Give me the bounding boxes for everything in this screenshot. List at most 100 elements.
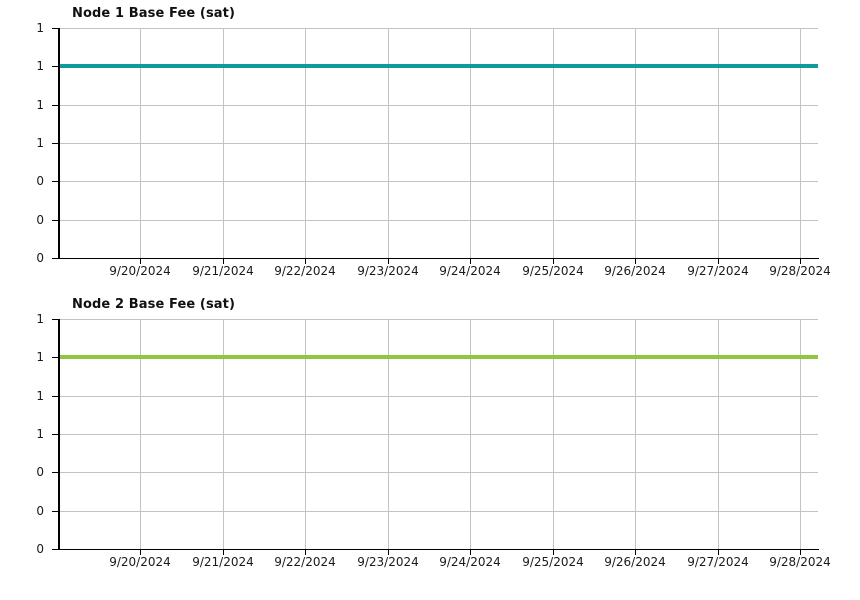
y-axis-tick bbox=[52, 472, 59, 473]
y-axis-tick-label: 0 bbox=[36, 213, 44, 227]
y-axis-tick-label: 1 bbox=[36, 350, 44, 364]
y-axis-tick-label: 0 bbox=[36, 465, 44, 479]
series-line-node-1-base-fee bbox=[59, 64, 818, 68]
x-axis-tick-label: 9/26/2024 bbox=[604, 264, 666, 278]
gridline-vertical bbox=[718, 28, 719, 258]
x-axis-tick-label: 9/24/2024 bbox=[439, 264, 501, 278]
y-axis-tick bbox=[52, 105, 59, 106]
y-axis-line-node-1 bbox=[58, 28, 60, 259]
gridline-vertical bbox=[470, 319, 471, 549]
gridline-vertical bbox=[388, 28, 389, 258]
x-axis-tick bbox=[553, 549, 554, 555]
y-axis-tick-label: 0 bbox=[36, 251, 44, 265]
x-axis-tick-label: 9/25/2024 bbox=[522, 555, 584, 569]
x-axis-tick-label: 9/20/2024 bbox=[109, 264, 171, 278]
x-axis-tick bbox=[388, 258, 389, 264]
y-axis-tick bbox=[52, 396, 59, 397]
x-axis-tick-label: 9/28/2024 bbox=[769, 555, 831, 569]
series-line-node-2-base-fee bbox=[59, 355, 818, 359]
x-axis-line-node-2 bbox=[59, 549, 819, 550]
gridline-horizontal bbox=[59, 434, 818, 435]
y-axis-tick-label: 1 bbox=[36, 136, 44, 150]
gridline-horizontal bbox=[59, 181, 818, 182]
gridline-vertical bbox=[305, 28, 306, 258]
x-axis-tick bbox=[223, 549, 224, 555]
chart-title-node-1: Node 1 Base Fee (sat) bbox=[72, 6, 236, 21]
chart-title-node-2: Node 2 Base Fee (sat) bbox=[72, 297, 236, 312]
gridline-vertical bbox=[800, 319, 801, 549]
gridline-vertical bbox=[223, 319, 224, 549]
x-axis-tick-label: 9/22/2024 bbox=[274, 264, 336, 278]
gridline-horizontal bbox=[59, 105, 818, 106]
x-axis-tick bbox=[223, 258, 224, 264]
gridline-vertical bbox=[635, 28, 636, 258]
y-axis-line-node-2 bbox=[58, 319, 60, 550]
chart-panel-node-1: Node 1 Base Fee (sat) 1 1 1 1 0 0 0 9/20/2024 9/… bbox=[0, 0, 860, 292]
x-axis-tick-label: 9/27/2024 bbox=[687, 264, 749, 278]
gridline-vertical bbox=[140, 319, 141, 549]
y-axis-tick-label: 1 bbox=[36, 59, 44, 73]
x-axis-line-node-1 bbox=[59, 258, 819, 259]
plot-area-node-1 bbox=[59, 28, 818, 259]
gridline-vertical bbox=[470, 28, 471, 258]
gridline-vertical bbox=[553, 319, 554, 549]
y-axis-tick bbox=[52, 434, 59, 435]
x-axis-tick-label: 9/21/2024 bbox=[192, 555, 254, 569]
x-axis-tick bbox=[388, 549, 389, 555]
gridline-vertical bbox=[553, 28, 554, 258]
chart-panel-node-2: Node 2 Base Fee (sat) 1 1 1 1 0 0 0 9/20/2024 9/… bbox=[0, 291, 860, 583]
gridline-horizontal bbox=[59, 143, 818, 144]
x-axis-tick bbox=[305, 258, 306, 264]
gridline-horizontal bbox=[59, 220, 818, 221]
y-axis-tick bbox=[52, 511, 59, 512]
x-axis-tick-label: 9/27/2024 bbox=[687, 555, 749, 569]
y-axis-tick-label: 0 bbox=[36, 542, 44, 556]
gridline-vertical bbox=[635, 319, 636, 549]
y-axis-tick-label: 0 bbox=[36, 504, 44, 518]
y-axis-tick-label: 0 bbox=[36, 174, 44, 188]
y-axis-tick bbox=[52, 181, 59, 182]
y-axis-tick bbox=[52, 357, 59, 358]
x-axis-tick bbox=[635, 258, 636, 264]
y-axis-tick-label: 1 bbox=[36, 98, 44, 112]
gridline-horizontal bbox=[59, 511, 818, 512]
gridline-vertical bbox=[800, 28, 801, 258]
gridline-vertical bbox=[388, 319, 389, 549]
y-axis-tick bbox=[52, 258, 59, 259]
gridline-vertical bbox=[305, 319, 306, 549]
x-axis-tick-label: 9/23/2024 bbox=[357, 264, 419, 278]
x-axis-tick-label: 9/20/2024 bbox=[109, 555, 171, 569]
y-axis-tick-label: 1 bbox=[36, 427, 44, 441]
y-axis-tick bbox=[52, 66, 59, 67]
gridline-horizontal bbox=[59, 319, 818, 320]
y-axis-tick-label: 1 bbox=[36, 312, 44, 326]
x-axis-tick bbox=[140, 549, 141, 555]
y-axis-tick-label: 1 bbox=[36, 21, 44, 35]
y-axis-tick bbox=[52, 549, 59, 550]
x-axis-tick-label: 9/24/2024 bbox=[439, 555, 501, 569]
x-axis-tick bbox=[718, 258, 719, 264]
x-axis-tick bbox=[635, 549, 636, 555]
x-axis-tick bbox=[800, 549, 801, 555]
x-axis-tick bbox=[800, 258, 801, 264]
gridline-vertical bbox=[140, 28, 141, 258]
y-axis-tick bbox=[52, 28, 59, 29]
y-axis-tick bbox=[52, 143, 59, 144]
x-axis-tick bbox=[470, 258, 471, 264]
gridline-horizontal bbox=[59, 28, 818, 29]
x-axis-tick-label: 9/23/2024 bbox=[357, 555, 419, 569]
x-axis-tick-label: 9/25/2024 bbox=[522, 264, 584, 278]
gridline-vertical bbox=[718, 319, 719, 549]
x-axis-tick-label: 9/21/2024 bbox=[192, 264, 254, 278]
x-axis-tick-label: 9/22/2024 bbox=[274, 555, 336, 569]
y-axis-tick bbox=[52, 220, 59, 221]
x-axis-tick bbox=[305, 549, 306, 555]
x-axis-tick-label: 9/26/2024 bbox=[604, 555, 666, 569]
gridline-vertical bbox=[223, 28, 224, 258]
x-axis-tick-label: 9/28/2024 bbox=[769, 264, 831, 278]
plot-area-node-2 bbox=[59, 319, 818, 550]
y-axis-tick-label: 1 bbox=[36, 389, 44, 403]
x-axis-tick bbox=[718, 549, 719, 555]
gridline-horizontal bbox=[59, 472, 818, 473]
y-axis-tick bbox=[52, 319, 59, 320]
